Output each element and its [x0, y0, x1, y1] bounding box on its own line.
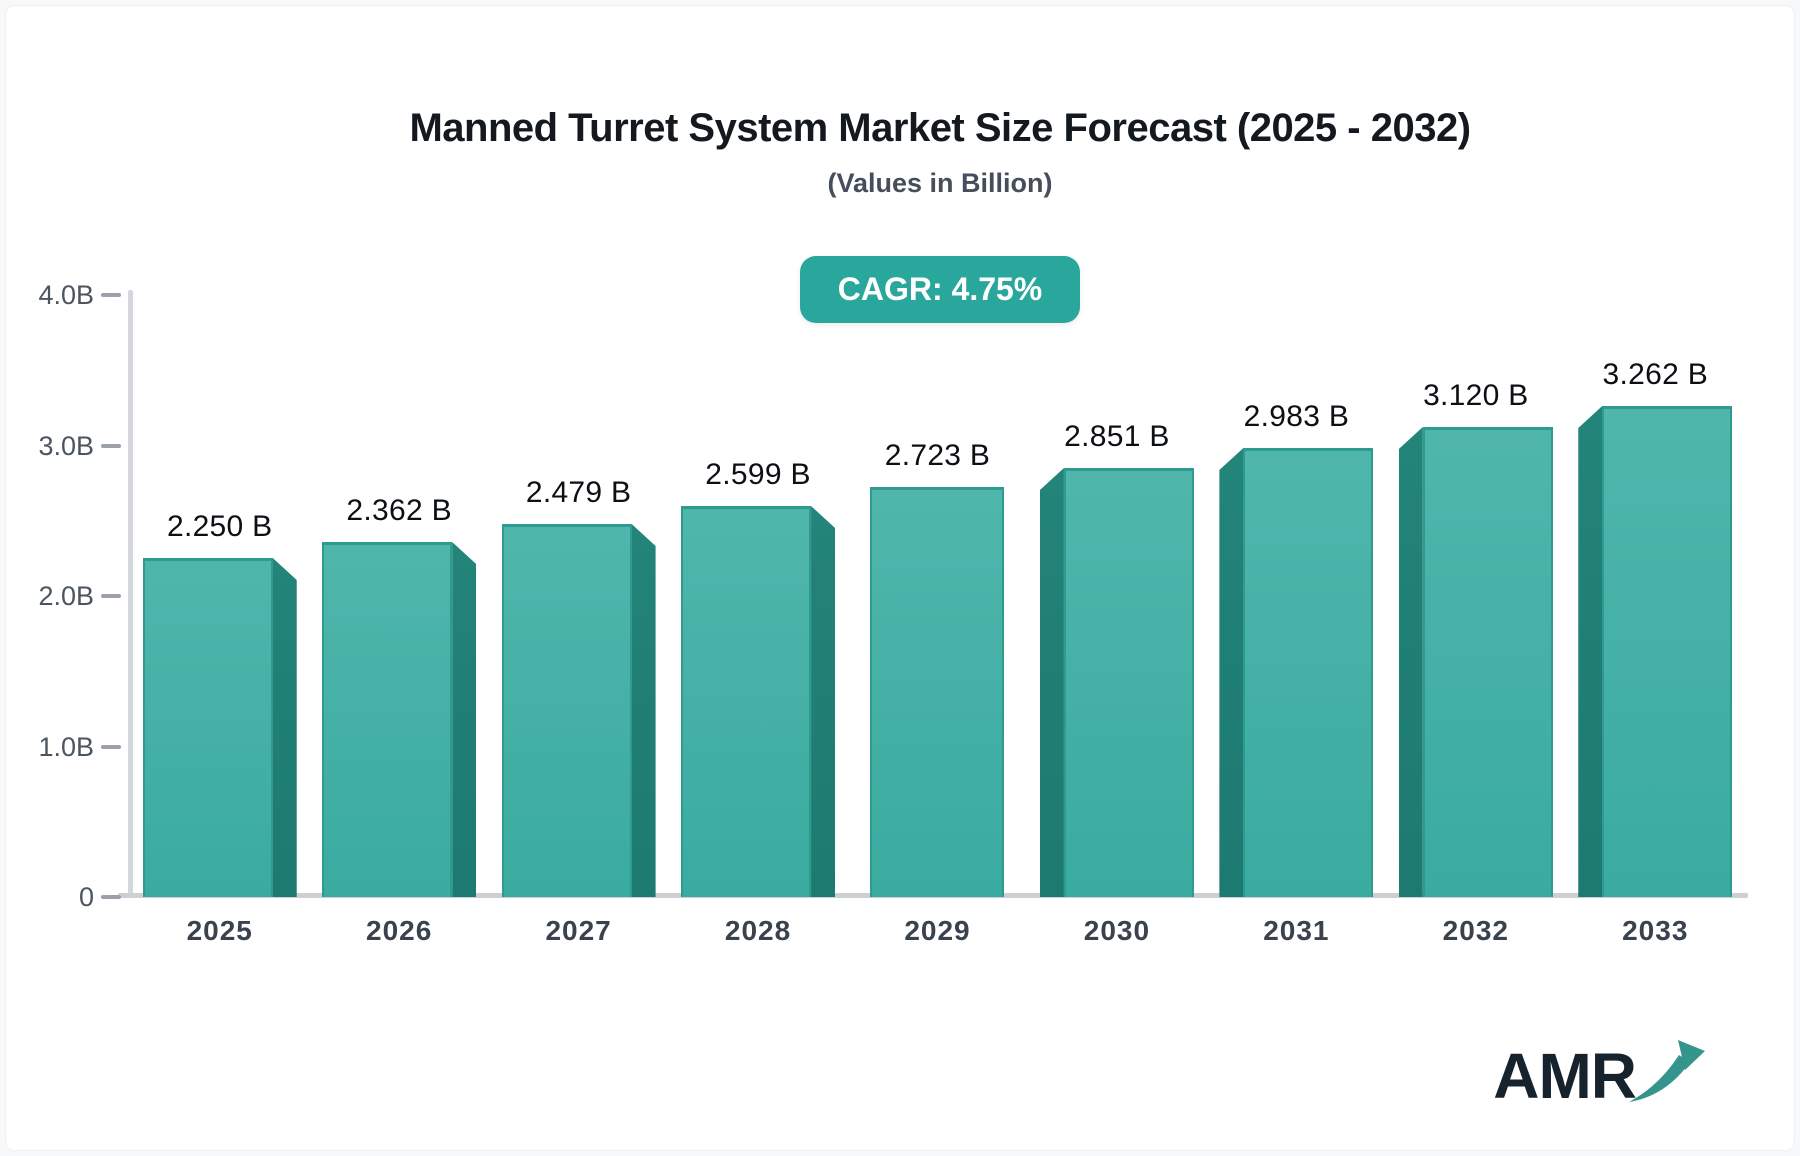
bar-2025 [142, 558, 297, 897]
x-axis-label-2030: 2030 [1083, 915, 1151, 946]
x-axis-label-2028: 2028 [724, 915, 792, 946]
bar-face [501, 524, 632, 897]
page-subtitle: (Values in Billion) [827, 168, 1053, 198]
bar-slot: 2.599 B [668, 295, 847, 897]
cagr-badge: CAGR: 4.75% [799, 256, 1081, 323]
bar-slot: 2.983 B [1207, 295, 1386, 897]
bar-side-face [1039, 468, 1064, 897]
page-title: Manned Turret System Market Size Forecas… [409, 106, 1471, 150]
y-tick-dash [101, 443, 121, 448]
plot-area: 2.250 B 2.362 B 2.479 B 2.599 B 2.723 B 2.851… [130, 295, 1745, 897]
y-tick-dash [101, 293, 121, 297]
amr-logo: AMR [1493, 1038, 1706, 1108]
bar-slot: 2.362 B [309, 295, 488, 897]
amr-logo-text: AMR [1493, 1040, 1637, 1112]
bar-side-face [631, 524, 656, 897]
bar-value-label: 2.479 B [525, 476, 632, 509]
y-tick-label: 2.0B [38, 581, 94, 611]
bar-value-label: 2.599 B [705, 458, 811, 491]
bar-slot: 2.851 B [1027, 295, 1206, 897]
bar-value-label: 2.983 B [1243, 400, 1350, 433]
x-axis-label-2029: 2029 [904, 915, 971, 946]
bar-side-face [1578, 406, 1603, 897]
bar-2030 [1039, 468, 1194, 897]
bar-face [870, 487, 1005, 897]
y-tick-dash [101, 895, 121, 899]
bar-face [681, 506, 812, 897]
bar-face [1063, 468, 1194, 897]
y-tick-label: 1.0B [38, 731, 94, 762]
bar-side-face [272, 558, 297, 897]
bar-2028 [681, 506, 836, 897]
bar-slot: 2.479 B [489, 295, 668, 897]
bar-face [1602, 406, 1733, 897]
bar-slot: 3.120 B [1386, 295, 1565, 897]
bar-side-face [1398, 427, 1423, 897]
y-tick-label: 3.0B [38, 430, 94, 461]
bar-face [322, 542, 453, 897]
bar-slot: 3.262 B [1566, 295, 1745, 897]
bar-value-label: 3.262 B [1602, 358, 1709, 391]
x-axis-label-2031: 2031 [1263, 915, 1330, 946]
y-tick-label: 4.0B [38, 280, 94, 310]
bar-value-label: 2.851 B [1064, 420, 1170, 453]
x-axis-label-2026: 2026 [366, 915, 433, 946]
bar-2033 [1578, 406, 1733, 897]
y-tick-dash [101, 744, 121, 749]
y-tick-label: 0 [78, 882, 94, 912]
bar-2029 [870, 487, 1005, 897]
bar-value-label: 2.723 B [884, 439, 991, 472]
bar-face [1422, 427, 1553, 897]
x-axis-label-2032: 2032 [1442, 915, 1509, 946]
y-axis-line [128, 290, 133, 897]
bar-side-face [811, 506, 836, 897]
bar-2027 [501, 524, 656, 897]
bar-slot: 2.723 B [848, 295, 1027, 897]
bar-slot: 2.250 B [130, 295, 309, 897]
growth-arrow-icon [1629, 1040, 1705, 1102]
bar-value-label: 2.250 B [166, 510, 273, 543]
x-axis-label-2025: 2025 [186, 915, 253, 946]
bar-face [1243, 448, 1374, 897]
bar-value-label: 3.120 B [1423, 379, 1529, 412]
bar-2026 [322, 542, 477, 897]
bar-side-face [1219, 448, 1244, 897]
bar-2031 [1219, 448, 1374, 897]
y-tick-dash [101, 594, 121, 598]
x-axis-label-2027: 2027 [545, 915, 612, 946]
x-axis-label-2033: 2033 [1622, 915, 1689, 946]
cagr-badge-row: CAGR: 4.75% [130, 256, 1750, 323]
bar-side-face [452, 542, 477, 897]
bar-value-label: 2.362 B [346, 494, 452, 527]
bar-face [142, 558, 273, 897]
bar-2032 [1398, 427, 1553, 897]
